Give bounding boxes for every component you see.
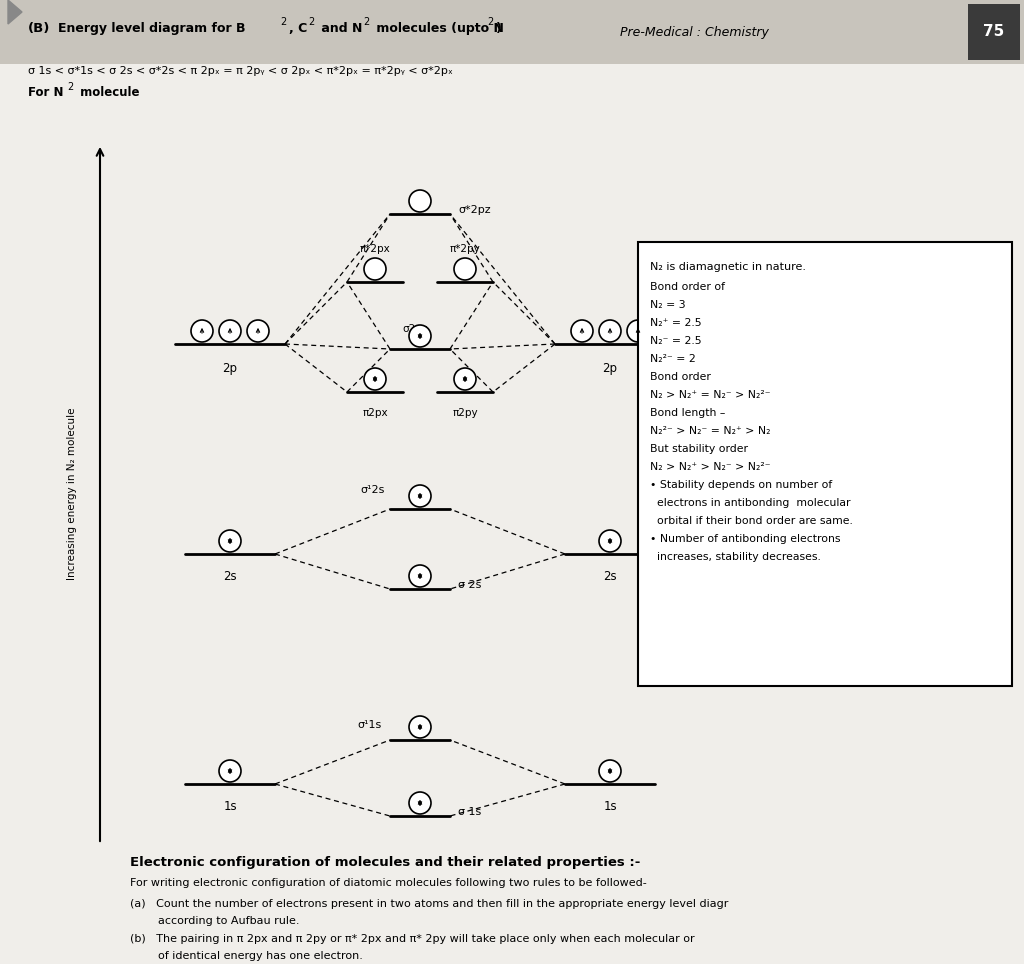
Circle shape: [409, 716, 431, 738]
Text: N₂ > N₂⁺ = N₂⁻ > N₂²⁻: N₂ > N₂⁺ = N₂⁻ > N₂²⁻: [650, 390, 770, 400]
Text: π2px: π2px: [362, 408, 388, 418]
Text: N₂²⁻ > N₂⁻ = N₂⁺ > N₂: N₂²⁻ > N₂⁻ = N₂⁺ > N₂: [650, 426, 770, 436]
Text: 2: 2: [487, 17, 494, 27]
Text: 2: 2: [280, 17, 287, 27]
Text: N₂ is diamagnetic in nature.: N₂ is diamagnetic in nature.: [650, 262, 806, 272]
FancyBboxPatch shape: [0, 0, 1024, 64]
Text: σ 2s: σ 2s: [458, 580, 481, 590]
Text: 2: 2: [362, 17, 370, 27]
Text: N₂²⁻ = 2: N₂²⁻ = 2: [650, 354, 695, 364]
Circle shape: [409, 190, 431, 212]
Text: 2p: 2p: [222, 362, 238, 375]
Circle shape: [409, 485, 431, 507]
Circle shape: [219, 760, 241, 782]
Circle shape: [409, 325, 431, 347]
Text: 75: 75: [983, 24, 1005, 40]
Text: 1s: 1s: [603, 800, 616, 813]
Text: σ 1s: σ 1s: [458, 807, 481, 817]
Circle shape: [409, 565, 431, 587]
Text: For writing electronic configuration of diatomic molecules following two rules t: For writing electronic configuration of …: [130, 878, 647, 888]
Text: of identical energy has one electron.: of identical energy has one electron.: [130, 951, 362, 961]
Text: Bond order of: Bond order of: [650, 282, 725, 292]
Text: But stability order: But stability order: [650, 444, 748, 454]
Text: (a)   Count the number of electrons present in two atoms and then fill in the ap: (a) Count the number of electrons presen…: [130, 899, 728, 909]
Text: ): ): [496, 22, 502, 35]
Circle shape: [364, 258, 386, 280]
Text: N₂ > N₂⁺ > N₂⁻ > N₂²⁻: N₂ > N₂⁺ > N₂⁻ > N₂²⁻: [650, 462, 770, 472]
Text: σ 1s < σ*1s < σ 2s < σ*2s < π 2pₓ = π 2pᵧ < σ 2pₓ < π*2pₓ = π*2pᵧ < σ*2pₓ: σ 1s < σ*1s < σ 2s < σ*2s < π 2pₓ = π 2p…: [28, 66, 453, 76]
Text: 1s: 1s: [223, 800, 237, 813]
Text: molecule: molecule: [76, 86, 139, 99]
Circle shape: [571, 320, 593, 342]
Text: electrons in antibonding  molecular: electrons in antibonding molecular: [650, 498, 851, 508]
Text: π*2px: π*2px: [359, 244, 390, 254]
Polygon shape: [8, 0, 22, 24]
Text: (b)   The pairing in π 2px and π 2py or π* 2px and π* 2py will take place only w: (b) The pairing in π 2px and π 2py or π*…: [130, 934, 694, 944]
FancyBboxPatch shape: [968, 4, 1020, 60]
Text: σ2pz: σ2pz: [402, 324, 428, 334]
Circle shape: [409, 792, 431, 814]
Text: N₂ = 3: N₂ = 3: [650, 300, 686, 310]
Text: σ¹1s: σ¹1s: [357, 720, 382, 730]
Circle shape: [364, 368, 386, 390]
Text: and N: and N: [317, 22, 362, 35]
Circle shape: [599, 320, 621, 342]
Circle shape: [599, 530, 621, 552]
Text: 2s: 2s: [223, 570, 237, 583]
Text: Increasing energy in N₂ molecule: Increasing energy in N₂ molecule: [67, 408, 77, 580]
Text: For N: For N: [28, 86, 63, 99]
Text: Bond length –: Bond length –: [650, 408, 725, 418]
Text: (B): (B): [28, 22, 50, 35]
Text: molecules (upto N: molecules (upto N: [372, 22, 504, 35]
Circle shape: [627, 320, 649, 342]
Text: , C: , C: [289, 22, 307, 35]
Circle shape: [247, 320, 269, 342]
Circle shape: [454, 258, 476, 280]
Text: according to Aufbau rule.: according to Aufbau rule.: [130, 916, 299, 926]
Circle shape: [219, 320, 241, 342]
Circle shape: [599, 760, 621, 782]
Text: 2p: 2p: [602, 362, 617, 375]
Text: Electronic configuration of molecules and their related properties :-: Electronic configuration of molecules an…: [130, 856, 640, 869]
Text: N₂⁺ = 2.5: N₂⁺ = 2.5: [650, 318, 701, 328]
Text: 2: 2: [67, 82, 74, 92]
Text: increases, stability decreases.: increases, stability decreases.: [650, 552, 821, 562]
Text: N₂⁻ = 2.5: N₂⁻ = 2.5: [650, 336, 701, 346]
Circle shape: [191, 320, 213, 342]
Text: Pre-Medical : Chemistry: Pre-Medical : Chemistry: [620, 26, 769, 39]
Text: π*2py: π*2py: [450, 244, 480, 254]
Text: 2: 2: [308, 17, 314, 27]
Text: Bond order: Bond order: [650, 372, 711, 382]
Text: π2py: π2py: [453, 408, 478, 418]
Text: • Number of antibonding electrons: • Number of antibonding electrons: [650, 534, 841, 544]
Text: σ¹2s: σ¹2s: [360, 485, 385, 495]
Circle shape: [454, 368, 476, 390]
Circle shape: [219, 530, 241, 552]
Text: σ*2pz: σ*2pz: [458, 205, 490, 215]
Text: orbital if their bond order are same.: orbital if their bond order are same.: [650, 516, 853, 526]
Text: Energy level diagram for B: Energy level diagram for B: [58, 22, 246, 35]
FancyBboxPatch shape: [638, 242, 1012, 686]
Text: • Stability depends on number of: • Stability depends on number of: [650, 480, 833, 490]
Text: 2s: 2s: [603, 570, 616, 583]
